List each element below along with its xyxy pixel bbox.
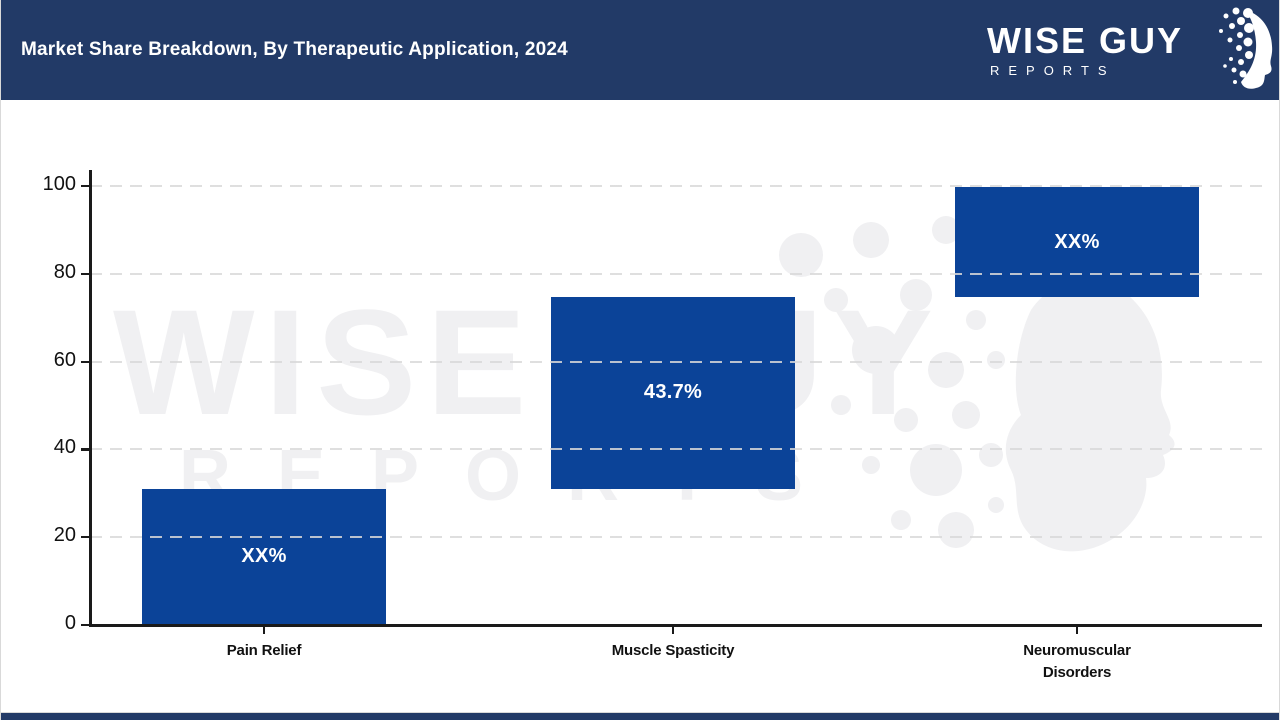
dotted-head-profile-icon: [1219, 7, 1273, 89]
x-axis-line: [89, 624, 1262, 627]
x-category-label: Muscle Spasticity: [611, 642, 735, 659]
y-tick-mark: [81, 272, 89, 275]
bar-value-label: XX%: [241, 545, 287, 568]
logo-text: WISE GUY REPORTS: [986, 19, 1183, 78]
y-tick-mark: [81, 448, 89, 451]
footer-bar: [1, 712, 1279, 720]
bar-value-label: 43.7%: [643, 381, 703, 404]
market-share-bar: XX%: [142, 488, 386, 625]
y-tick-label: 100: [42, 173, 76, 195]
y-tick-mark: [81, 536, 89, 539]
y-axis-line: [89, 170, 92, 626]
wise-guy-reports-logo: WISE GUY REPORTS: [987, 4, 1277, 96]
bar-value-label: XX%: [1054, 230, 1100, 253]
x-tick-mark: [1076, 626, 1079, 634]
x-category-label: Pain Relief: [226, 642, 302, 659]
y-tick-label: 0: [64, 612, 76, 634]
y-tick-mark: [81, 624, 89, 627]
header-bar: Market Share Breakdown, By Therapeutic A…: [1, 0, 1279, 100]
y-tick-label: 80: [53, 260, 76, 283]
y-tick-label: 20: [53, 524, 76, 547]
gridline: [90, 360, 1263, 363]
gridline: [90, 536, 1263, 539]
gridline: [90, 185, 1263, 187]
x-category-label: Neuromuscular Disorders: [1023, 642, 1131, 681]
y-tick-label: 40: [53, 436, 76, 459]
gridline: [90, 448, 1263, 451]
logo-subtitle: REPORTS: [989, 62, 1116, 78]
x-tick-mark: [672, 626, 675, 634]
gridline: [90, 272, 1263, 275]
chart-title: Market Share Breakdown, By Therapeutic A…: [21, 39, 568, 60]
market-share-bar: XX%: [955, 187, 1199, 298]
market-share-bar: 43.7%: [551, 297, 795, 489]
x-tick-mark: [263, 626, 266, 634]
y-tick-label: 60: [53, 348, 76, 371]
logo-wordmark: WISE GUY: [986, 19, 1183, 61]
y-tick-mark: [81, 185, 89, 188]
y-tick-mark: [81, 360, 89, 363]
